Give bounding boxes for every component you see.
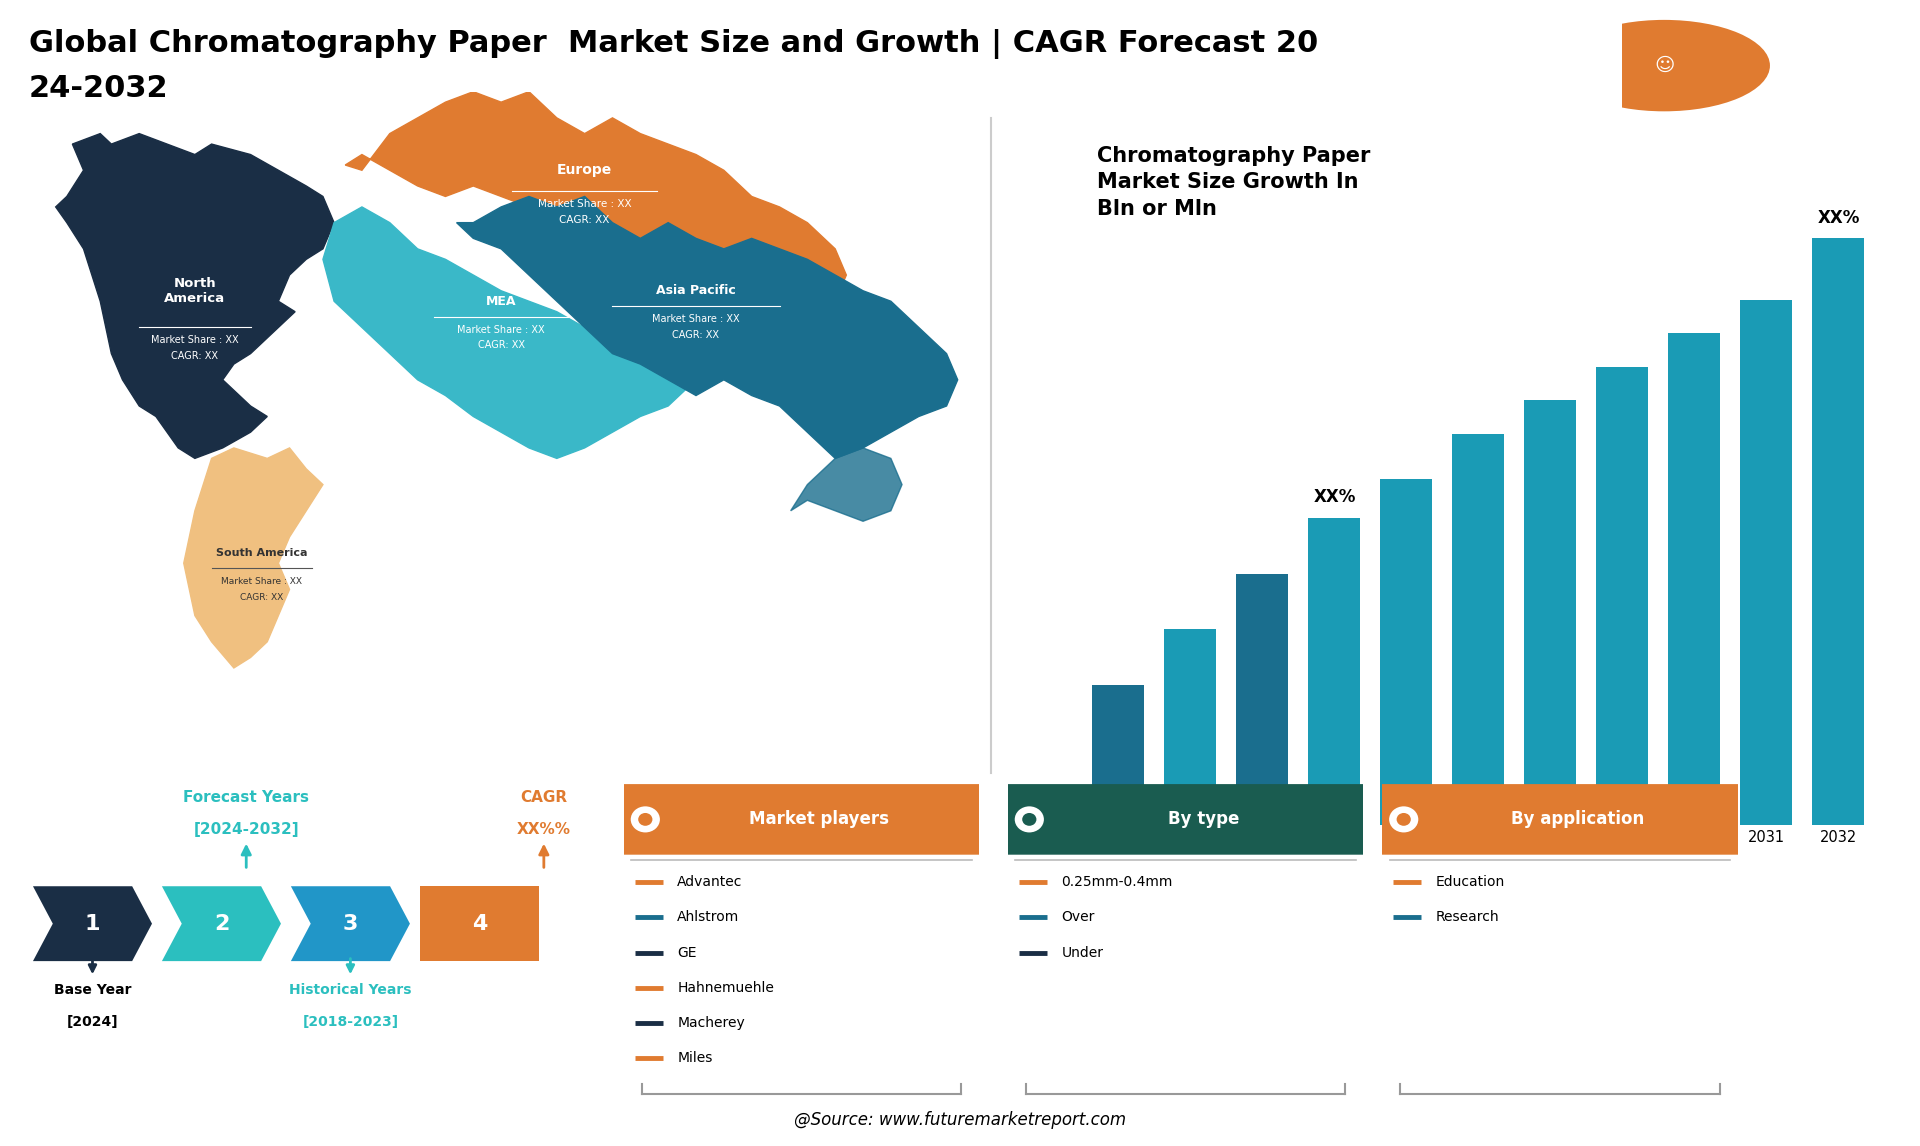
- Text: Hahnemuehle: Hahnemuehle: [678, 981, 774, 995]
- Polygon shape: [184, 448, 323, 668]
- Text: XX%: XX%: [1816, 209, 1860, 227]
- Text: CAGR: CAGR: [520, 790, 568, 804]
- Bar: [1740, 299, 1793, 825]
- Circle shape: [630, 804, 660, 834]
- Text: CAGR: XX: CAGR: XX: [171, 351, 219, 361]
- Text: ☺: ☺: [1653, 56, 1674, 76]
- Polygon shape: [791, 448, 902, 521]
- Text: 24-2032: 24-2032: [29, 74, 169, 103]
- Text: CAGR: XX: CAGR: XX: [478, 340, 524, 351]
- Text: Macherey: Macherey: [678, 1017, 745, 1030]
- Text: 0.25mm-0.4mm: 0.25mm-0.4mm: [1062, 874, 1173, 889]
- Text: Research: Research: [1436, 910, 1500, 925]
- Text: Ahlstrom: Ahlstrom: [678, 910, 739, 925]
- Bar: [1524, 400, 1576, 825]
- Bar: [1597, 367, 1647, 825]
- Text: Miles: Miles: [678, 1051, 712, 1066]
- Text: Market players: Market players: [749, 810, 889, 829]
- Text: Advantec: Advantec: [678, 874, 743, 889]
- Circle shape: [1021, 813, 1037, 826]
- Polygon shape: [346, 92, 847, 328]
- Bar: [1164, 629, 1217, 825]
- Text: CAGR: XX: CAGR: XX: [240, 592, 284, 602]
- Circle shape: [1388, 804, 1419, 834]
- Text: Market Share : XX: Market Share : XX: [538, 199, 632, 209]
- Polygon shape: [292, 886, 411, 961]
- Circle shape: [1396, 813, 1411, 826]
- Text: CAGR: XX: CAGR: XX: [559, 214, 611, 225]
- Text: FUTURE MARKET REPORT: FUTURE MARKET REPORT: [1755, 87, 1834, 92]
- Text: MEA: MEA: [486, 295, 516, 308]
- Text: By application: By application: [1511, 810, 1644, 829]
- Circle shape: [1559, 19, 1770, 111]
- Text: Over: Over: [1062, 910, 1094, 925]
- Text: Europe: Europe: [557, 163, 612, 178]
- FancyBboxPatch shape: [1002, 784, 1369, 855]
- FancyBboxPatch shape: [618, 784, 985, 855]
- Text: Base Year: Base Year: [54, 982, 131, 997]
- Polygon shape: [457, 196, 958, 458]
- Text: By type: By type: [1167, 810, 1238, 829]
- Text: [2024]: [2024]: [67, 1014, 119, 1029]
- Text: @Source: www.futuremarketreport.com: @Source: www.futuremarketreport.com: [795, 1110, 1125, 1129]
- Text: 3: 3: [342, 913, 359, 934]
- Bar: [1309, 518, 1359, 825]
- Text: Education: Education: [1436, 874, 1505, 889]
- Text: 1: 1: [84, 913, 100, 934]
- Circle shape: [637, 813, 653, 826]
- Text: Market Share : XX: Market Share : XX: [457, 324, 545, 335]
- Bar: [1812, 238, 1864, 825]
- Text: Market Share : XX: Market Share : XX: [152, 335, 238, 345]
- Bar: [1452, 434, 1505, 825]
- Text: North
America: North America: [165, 276, 225, 305]
- Text: CAGR: XX: CAGR: XX: [672, 330, 720, 340]
- Text: FMR: FMR: [1768, 36, 1822, 55]
- Polygon shape: [161, 886, 280, 961]
- Text: Forecast Years: Forecast Years: [182, 790, 309, 804]
- FancyBboxPatch shape: [1377, 784, 1743, 855]
- Polygon shape: [56, 134, 334, 458]
- Text: Historical Years: Historical Years: [290, 982, 411, 997]
- Bar: [1380, 479, 1432, 825]
- Polygon shape: [323, 207, 695, 458]
- Circle shape: [1014, 804, 1044, 834]
- Text: Market Share : XX: Market Share : XX: [221, 578, 301, 586]
- Bar: [1092, 685, 1144, 825]
- Text: [2024-2032]: [2024-2032]: [194, 822, 300, 837]
- Text: Global Chromatography Paper  Market Size and Growth | CAGR Forecast 20: Global Chromatography Paper Market Size …: [29, 29, 1317, 58]
- Text: Asia Pacific: Asia Pacific: [657, 284, 735, 297]
- Text: 2: 2: [213, 913, 228, 934]
- Text: [2018-2023]: [2018-2023]: [301, 1014, 399, 1029]
- Text: XX%: XX%: [1313, 488, 1356, 507]
- Bar: [1236, 573, 1288, 825]
- Text: Market Share : XX: Market Share : XX: [653, 314, 739, 324]
- Text: XX%%: XX%%: [516, 822, 570, 837]
- FancyBboxPatch shape: [420, 886, 540, 961]
- Text: GE: GE: [678, 945, 697, 959]
- Bar: [1668, 333, 1720, 825]
- Text: South America: South America: [215, 548, 307, 558]
- Text: Chromatography Paper
Market Size Growth In
Bln or Mln: Chromatography Paper Market Size Growth …: [1096, 146, 1371, 219]
- Polygon shape: [33, 886, 152, 961]
- Text: 4: 4: [472, 913, 488, 934]
- Text: Under: Under: [1062, 945, 1104, 959]
